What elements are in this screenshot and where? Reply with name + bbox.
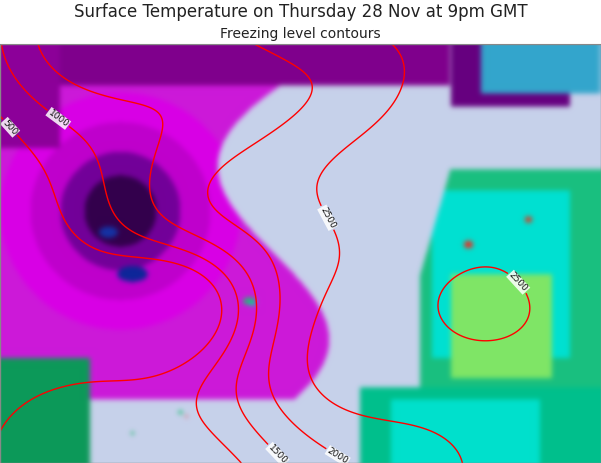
Text: 2500: 2500 <box>507 271 529 294</box>
Text: 1000: 1000 <box>46 108 70 129</box>
Text: 500: 500 <box>1 118 19 137</box>
Text: 2000: 2000 <box>326 446 350 463</box>
Text: Surface Temperature on Thursday 28 Nov at 9pm GMT: Surface Temperature on Thursday 28 Nov a… <box>74 3 527 21</box>
Text: 1500: 1500 <box>266 443 288 463</box>
Text: 2500: 2500 <box>318 206 337 230</box>
Text: Freezing level contours: Freezing level contours <box>220 27 381 41</box>
